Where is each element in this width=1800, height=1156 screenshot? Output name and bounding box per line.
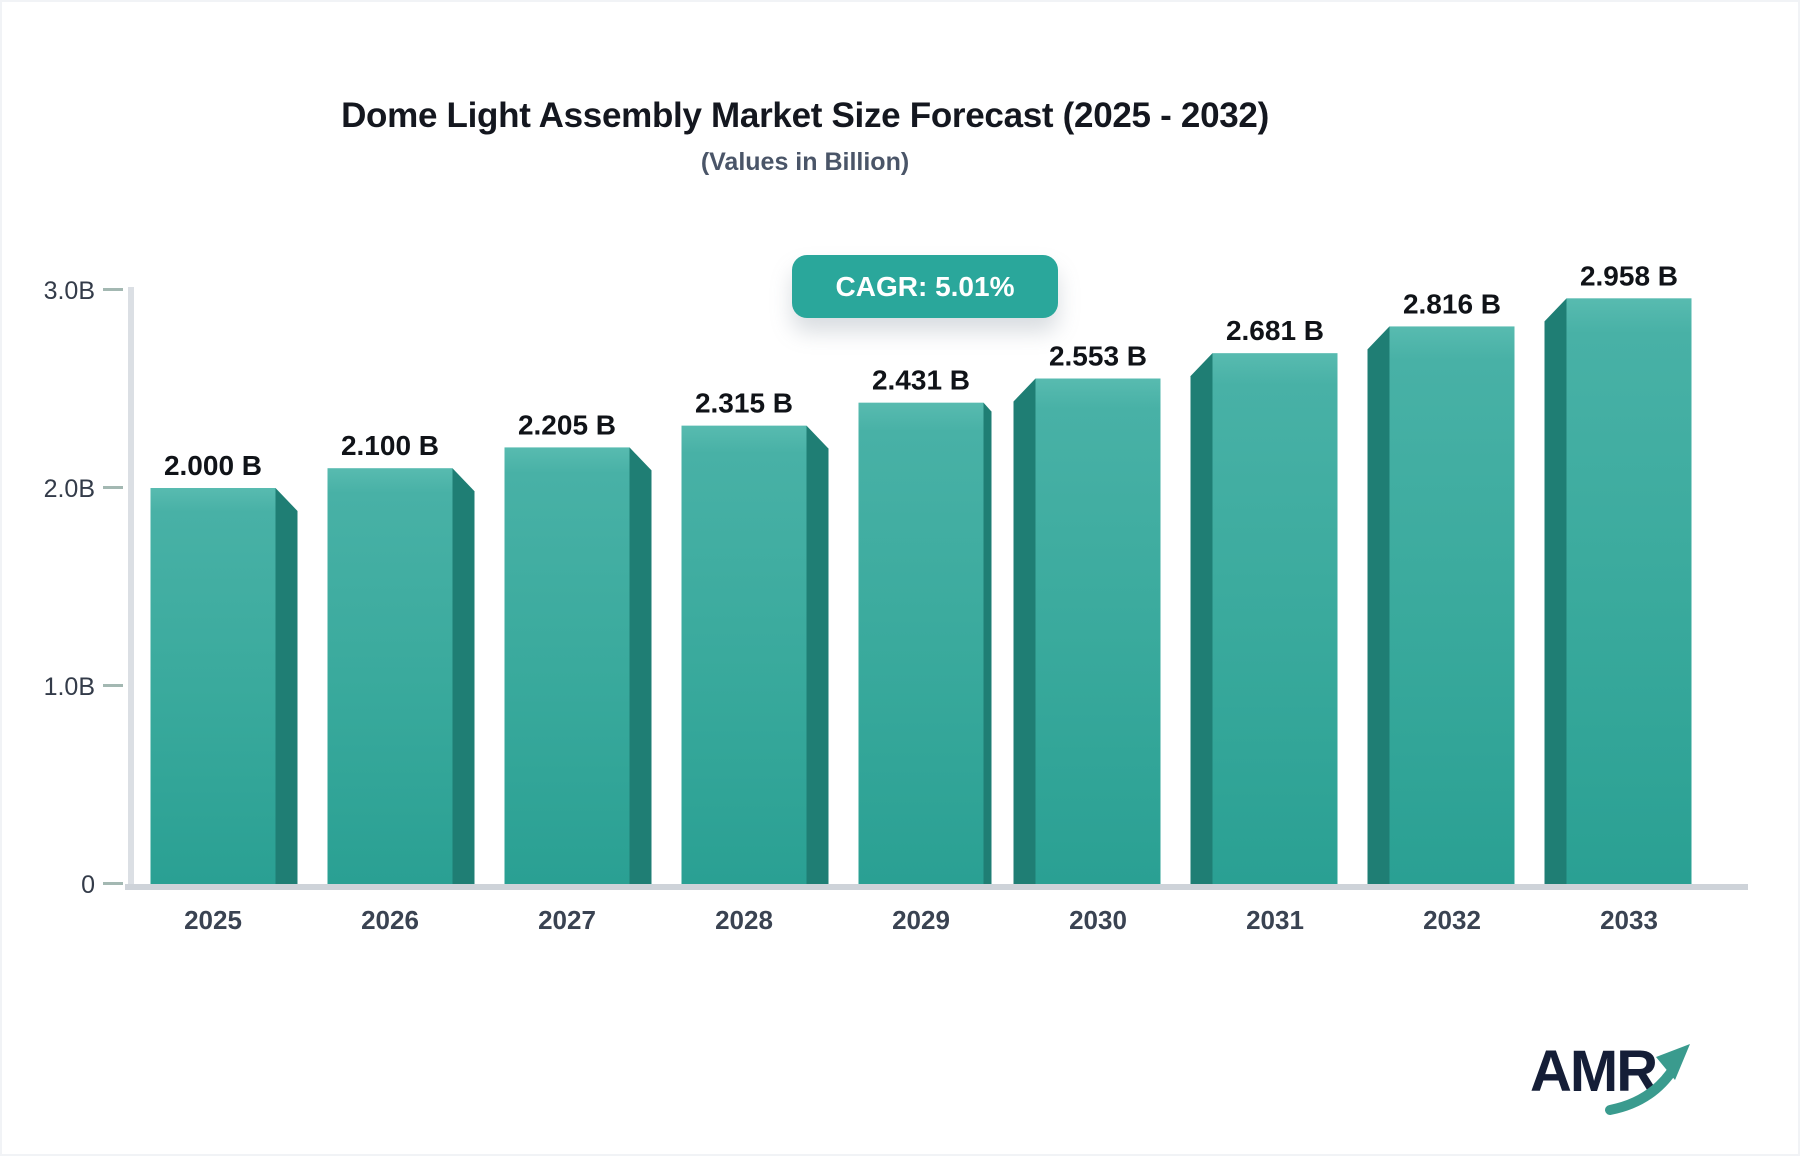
bar-value-label: 2.205 B: [518, 409, 616, 440]
bar-side-face: [983, 402, 992, 884]
y-tick-mark: [103, 486, 123, 489]
bar-side-face: [452, 468, 475, 884]
bar-2025: [150, 488, 298, 884]
chart-title: Dome Light Assembly Market Size Forecast…: [341, 96, 1269, 135]
y-axis-label: 2.0B: [44, 475, 95, 503]
bar-front-face: [1389, 326, 1515, 884]
bar-front-face: [858, 402, 984, 884]
y-axis-label: 3.0B: [44, 277, 95, 305]
bar-front-face: [1566, 298, 1692, 884]
x-axis-label: 2028: [715, 905, 773, 935]
y-axis-label: 1.0B: [44, 673, 95, 701]
x-axis-label: 2027: [538, 905, 596, 935]
bar-side-face: [1367, 326, 1390, 884]
chart-subtitle: (Values in Billion): [700, 148, 910, 176]
bar-value-label: 2.958 B: [1580, 260, 1678, 291]
x-axis-label: 2032: [1423, 905, 1481, 935]
amr-logo-text: AMR: [1530, 1039, 1658, 1104]
x-axis-label: 2031: [1246, 905, 1304, 935]
bar-value-label: 2.681 B: [1226, 315, 1324, 346]
bar-2031: [1190, 353, 1338, 884]
bar-side-face: [629, 447, 652, 884]
y-tick-mark: [103, 684, 123, 687]
cagr-badge: CAGR: 5.01%: [792, 255, 1058, 318]
bar-side-face: [1190, 353, 1213, 884]
amr-logo: AMR: [1522, 1030, 1722, 1120]
bar-front-face: [1035, 378, 1161, 884]
bar-front-face: [1212, 353, 1338, 884]
bar-value-label: 2.553 B: [1049, 341, 1147, 372]
bar-value-label: 2.431 B: [872, 365, 970, 396]
bar-2027: [504, 447, 652, 884]
bar-2033: [1544, 298, 1692, 884]
bar-2026: [327, 468, 475, 884]
bar-value-label: 2.100 B: [341, 430, 439, 461]
bar-front-face: [504, 447, 630, 884]
x-axis-label: 2030: [1069, 905, 1127, 935]
bar-2032: [1367, 326, 1515, 884]
bar-2029: [858, 402, 992, 884]
x-axis-label: 2029: [892, 905, 950, 935]
bar-side-face: [1544, 298, 1567, 884]
growth-arrow-icon: [1605, 1044, 1690, 1115]
y-axis-line: [128, 287, 134, 890]
bar-2028: [681, 425, 829, 884]
bar-value-label: 2.000 B: [164, 450, 262, 481]
bar-front-face: [150, 488, 276, 884]
x-axis-label: 2033: [1600, 905, 1658, 935]
bar-side-face: [1013, 378, 1036, 884]
bar-side-face: [275, 488, 298, 884]
bar-value-label: 2.816 B: [1403, 288, 1501, 319]
y-tick-mark: [103, 882, 123, 885]
y-tick-mark: [103, 288, 123, 291]
y-axis-label: 0: [81, 871, 95, 899]
bar-2030: [1013, 378, 1161, 884]
cagr-badge-label: CAGR: 5.01%: [835, 270, 1015, 302]
x-axis-label: 2026: [361, 905, 419, 935]
bar-side-face: [806, 425, 829, 884]
bar-value-label: 2.315 B: [695, 388, 793, 419]
bar-front-face: [681, 425, 807, 884]
x-axis-label: 2025: [184, 905, 242, 935]
bar-front-face: [327, 468, 453, 884]
x-axis-baseline: [125, 884, 1748, 890]
